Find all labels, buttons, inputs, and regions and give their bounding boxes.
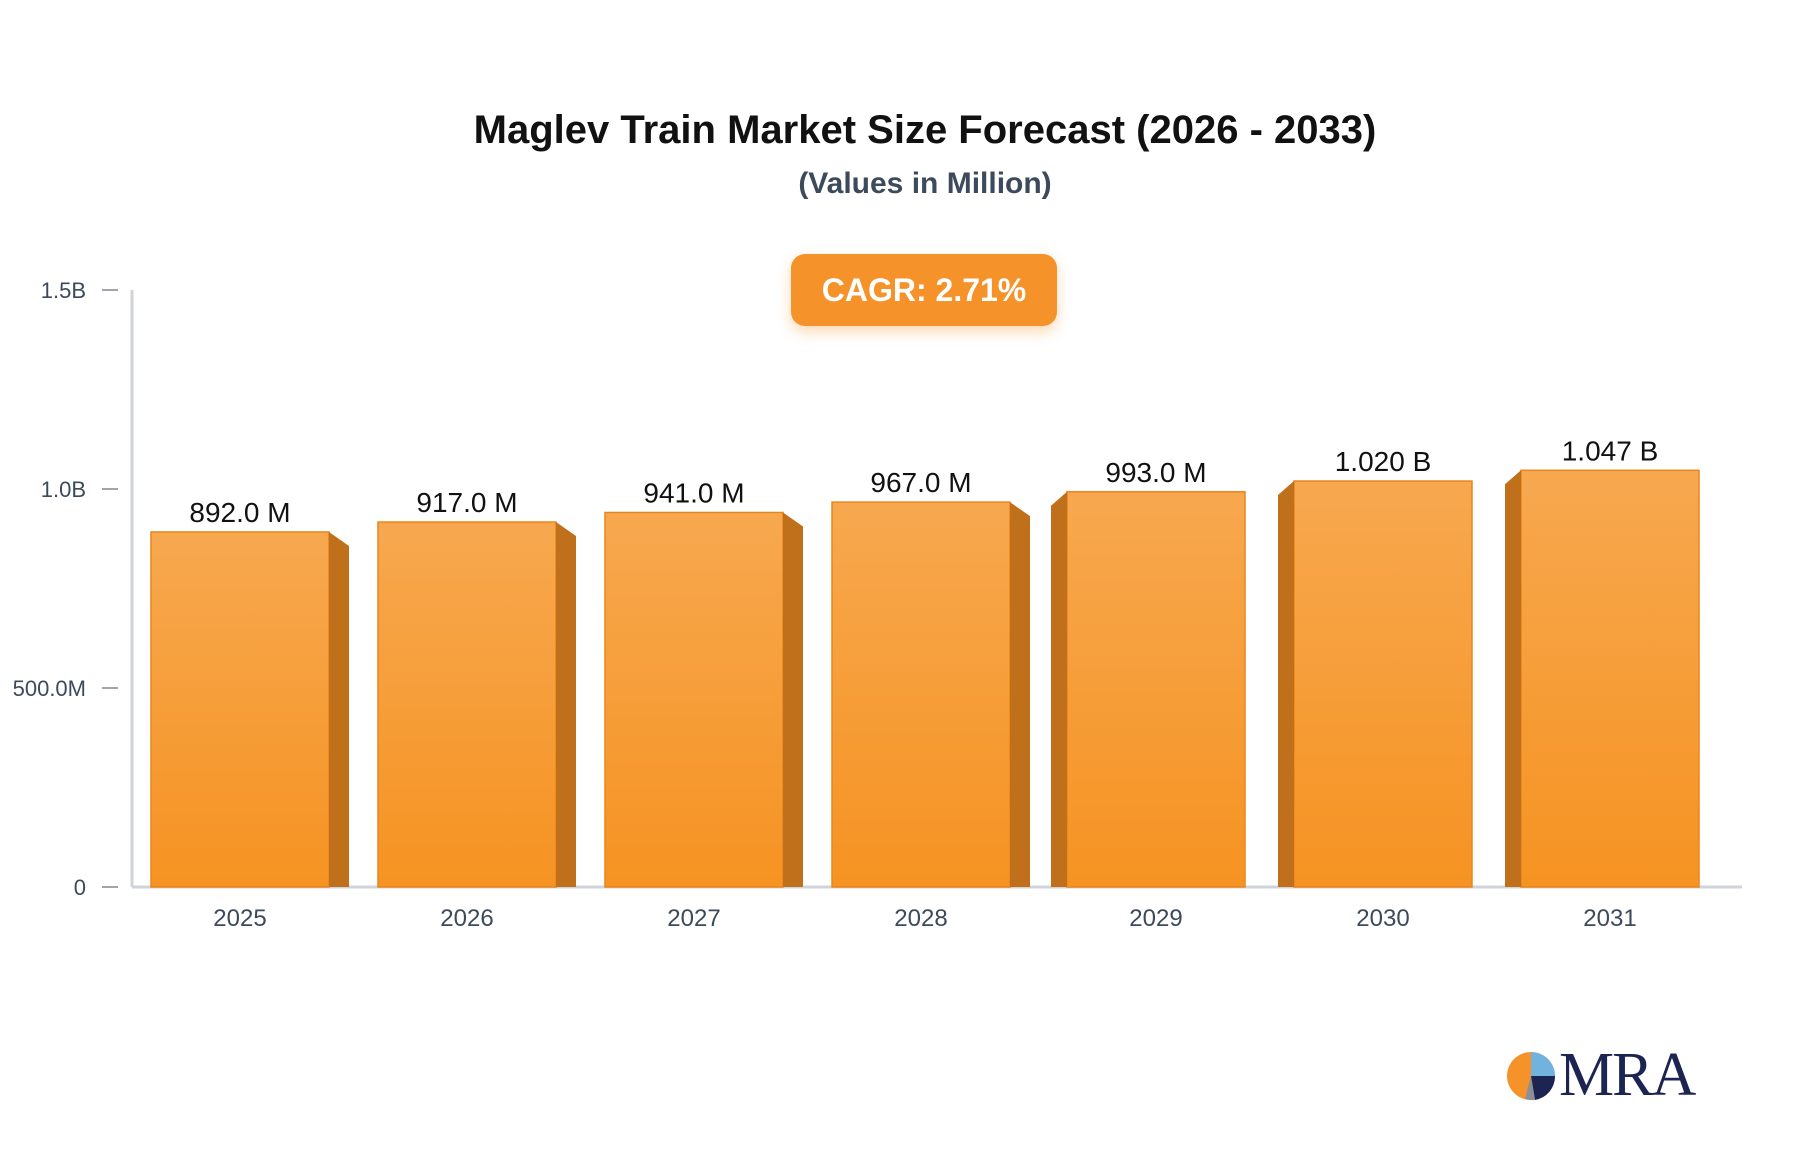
y-tick-label: 1.0B: [41, 477, 86, 502]
logo-text: MRA: [1559, 1041, 1696, 1109]
bar-side-face: [1278, 481, 1294, 887]
bar-side-face: [329, 531, 349, 887]
y-tick-label: 0: [74, 875, 86, 900]
chart-title: Maglev Train Market Size Forecast (2026 …: [473, 108, 1377, 152]
logo-pie-icon: [1507, 1051, 1556, 1100]
bar: [1293, 480, 1473, 888]
data-label: 917.0 M: [416, 487, 517, 518]
data-label: 967.0 M: [870, 467, 971, 498]
chart-subtitle: (Values in Million): [798, 167, 1052, 200]
x-tick-label: 2029: [1129, 905, 1182, 932]
x-tick-label: 2031: [1583, 905, 1636, 932]
cagr-badge: CAGR: 2.71%: [791, 254, 1057, 326]
bar-side-face: [783, 512, 803, 887]
bar: [831, 501, 1011, 888]
data-label: 993.0 M: [1105, 457, 1206, 488]
bar-side-face: [556, 522, 576, 887]
bar: [604, 511, 784, 888]
bar: [377, 521, 557, 888]
x-tick-label: 2025: [213, 905, 266, 932]
data-label: 1.047 B: [1562, 435, 1659, 466]
data-label: 1.020 B: [1335, 446, 1432, 477]
data-label: 941.0 M: [643, 477, 744, 508]
y-tick-label: 500.0M: [13, 676, 86, 701]
x-tick-label: 2026: [440, 905, 493, 932]
bar: [1066, 491, 1246, 888]
bar: [1520, 469, 1700, 888]
bar-side-face: [1051, 491, 1067, 887]
y-tick-label: 1.5B: [41, 278, 86, 303]
bar-side-face: [1010, 502, 1030, 887]
x-tick-label: 2030: [1356, 905, 1409, 932]
data-label: 892.0 M: [189, 497, 290, 528]
bar: [150, 531, 330, 888]
x-tick-label: 2028: [894, 905, 947, 932]
bar-side-face: [1505, 470, 1521, 887]
x-tick-label: 2027: [667, 905, 720, 932]
mra-logo: MRA: [1505, 1040, 1696, 1111]
